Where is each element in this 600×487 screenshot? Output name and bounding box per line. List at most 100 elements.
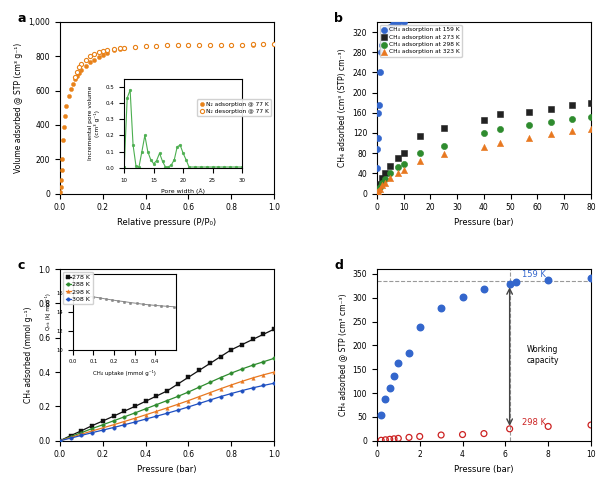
- Line: N₂ adsorption @ 77 K: N₂ adsorption @ 77 K: [58, 42, 276, 194]
- Y-axis label: Volume adsorbed @ STP (cm³ g⁻¹): Volume adsorbed @ STP (cm³ g⁻¹): [14, 43, 23, 173]
- Point: [415, 323, 425, 331]
- Point: [436, 431, 446, 439]
- 278 K: [196, 367, 203, 373]
- N₂ adsorption @ 77 K: [67, 86, 74, 92]
- N₂ adsorption @ 77 K: [271, 41, 278, 47]
- N₂ adsorption @ 77 K: [249, 42, 256, 48]
- N₂ adsorption @ 77 K: [227, 42, 235, 48]
- 288 K: [217, 375, 224, 380]
- Point: [544, 423, 553, 431]
- Point: [458, 293, 467, 300]
- Point: [505, 425, 514, 433]
- CH₄ adsorption at 273 K: [439, 124, 449, 132]
- CH₄ adsorption at 298 K: [415, 150, 425, 157]
- 288 K: [196, 384, 203, 390]
- CH₄ adsorption at 298 K: [479, 129, 489, 137]
- CH₄ adsorption at 159 K: [399, 18, 409, 26]
- 278 K: [153, 393, 160, 399]
- N₂ adsorption @ 77 K: [71, 76, 79, 82]
- 278 K: [110, 413, 117, 419]
- CH₄ adsorption at 273 K: [399, 150, 409, 157]
- X-axis label: Relative pressure (P/P₀): Relative pressure (P/P₀): [118, 218, 217, 227]
- 298 K: [206, 390, 214, 395]
- 298 K: [163, 405, 170, 411]
- 278 K: [227, 347, 235, 353]
- 298 K: [99, 425, 106, 431]
- X-axis label: Pressure (bar): Pressure (bar): [454, 465, 514, 474]
- CH₄ adsorption at 273 K: [373, 187, 382, 195]
- Point: [376, 436, 386, 444]
- Line: 308 K: 308 K: [58, 381, 276, 443]
- CH₄ adsorption at 273 K: [586, 99, 596, 107]
- 278 K: [249, 337, 256, 342]
- N₂ adsorption @ 77 K: [99, 52, 106, 57]
- Text: Working
capacity: Working capacity: [527, 345, 559, 365]
- Line: 288 K: 288 K: [58, 356, 276, 443]
- 308 K: [217, 393, 224, 399]
- 298 K: [249, 375, 256, 381]
- N₂ desorption @ 77 K: [196, 42, 203, 48]
- N₂ desorption @ 77 K: [86, 53, 94, 59]
- Point: [511, 279, 521, 286]
- CH₄ adsorption at 159 K: [383, 26, 392, 34]
- N₂ desorption @ 77 K: [217, 42, 224, 48]
- CH₄ adsorption at 298 K: [380, 175, 390, 183]
- Text: 159 K: 159 K: [523, 270, 547, 280]
- N₂ adsorption @ 77 K: [58, 177, 65, 183]
- CH₄ adsorption at 298 K: [385, 169, 395, 177]
- CH₄ adsorption at 159 K: [374, 101, 383, 109]
- CH₄ adsorption at 159 K: [376, 48, 386, 56]
- 308 K: [121, 422, 128, 428]
- CH₄ adsorption at 323 K: [586, 125, 596, 133]
- CH₄ adsorption at 323 K: [377, 182, 387, 189]
- CH₄ adsorption at 273 K: [373, 185, 383, 192]
- CH₄ adsorption at 323 K: [495, 139, 505, 147]
- N₂ desorption @ 77 K: [238, 42, 245, 48]
- 288 K: [185, 389, 192, 395]
- 288 K: [174, 393, 181, 399]
- N₂ adsorption @ 77 K: [174, 42, 181, 48]
- N₂ desorption @ 77 K: [95, 49, 102, 55]
- 278 K: [78, 428, 85, 434]
- Line: 298 K: 298 K: [58, 370, 276, 443]
- CH₄ adsorption at 323 K: [439, 150, 449, 158]
- N₂ adsorption @ 77 K: [69, 81, 76, 87]
- N₂ adsorption @ 77 K: [78, 67, 85, 73]
- 288 K: [67, 434, 74, 440]
- X-axis label: Pressure (bar): Pressure (bar): [137, 465, 197, 474]
- CH₄ adsorption at 298 K: [373, 186, 383, 193]
- CH₄ adsorption at 323 K: [524, 133, 534, 141]
- N₂ adsorption @ 77 K: [95, 54, 102, 60]
- N₂ desorption @ 77 K: [104, 47, 111, 53]
- CH₄ adsorption at 159 K: [373, 165, 382, 172]
- Text: b: b: [334, 12, 343, 25]
- CH₄ adsorption at 323 K: [373, 188, 382, 196]
- N₂ adsorption @ 77 K: [59, 156, 66, 162]
- 288 K: [110, 418, 117, 424]
- CH₄ adsorption at 323 K: [568, 127, 577, 135]
- N₂ desorption @ 77 K: [227, 42, 235, 48]
- N₂ desorption @ 77 K: [131, 44, 139, 50]
- N₂ adsorption @ 77 K: [142, 43, 149, 49]
- N₂ desorption @ 77 K: [116, 45, 124, 51]
- 308 K: [131, 419, 139, 425]
- Point: [586, 274, 596, 281]
- N₂ desorption @ 77 K: [99, 48, 106, 54]
- Y-axis label: CH₄ adsorbed (cm³ (STP) cm⁻³): CH₄ adsorbed (cm³ (STP) cm⁻³): [338, 48, 347, 167]
- 288 K: [99, 422, 106, 428]
- CH₄ adsorption at 323 K: [415, 157, 425, 165]
- 288 K: [153, 402, 160, 408]
- N₂ desorption @ 77 K: [71, 74, 79, 80]
- Text: a: a: [17, 12, 26, 25]
- Point: [394, 434, 403, 442]
- Line: 278 K: 278 K: [58, 327, 276, 443]
- N₂ desorption @ 77 K: [163, 42, 170, 48]
- Y-axis label: CH₄ adsorbed (mmol g⁻¹): CH₄ adsorbed (mmol g⁻¹): [23, 307, 32, 403]
- N₂ desorption @ 77 K: [142, 43, 149, 49]
- Point: [376, 411, 386, 418]
- Text: d: d: [334, 259, 343, 272]
- 278 K: [174, 381, 181, 387]
- Point: [404, 349, 414, 356]
- CH₄ adsorption at 159 K: [382, 28, 391, 36]
- 278 K: [89, 423, 96, 429]
